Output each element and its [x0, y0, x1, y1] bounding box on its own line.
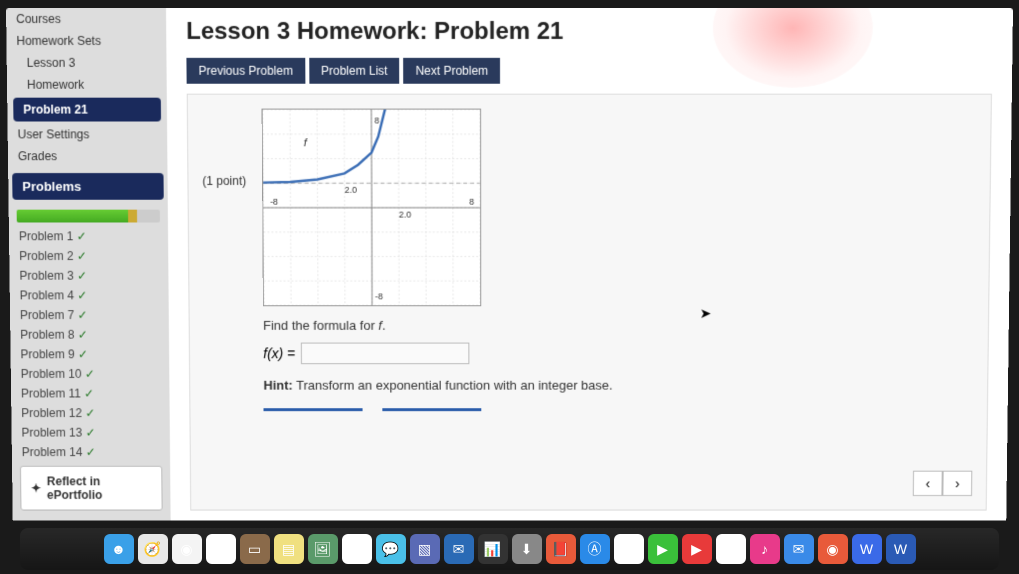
problem-item[interactable]: Problem 12 ✓ — [11, 403, 170, 423]
next-problem-button[interactable]: Next Problem — [404, 58, 501, 84]
problem-item[interactable]: Problem 3 ✓ — [9, 266, 168, 286]
reflect-icon: ✦ — [31, 481, 41, 495]
books-icon[interactable]: 📕 — [546, 534, 576, 564]
problem-list: Problem 1 ✓Problem 2 ✓Problem 3 ✓Problem… — [9, 226, 170, 456]
youtube-icon[interactable]: ▶ — [682, 534, 712, 564]
sidebar-link[interactable]: Homework — [7, 74, 167, 96]
question-text: Find the formula for f. — [263, 318, 974, 333]
video-icon[interactable]: ▶ — [716, 534, 746, 564]
safari-icon[interactable]: 🧭 — [138, 534, 168, 564]
finder-icon[interactable]: ☻ — [104, 534, 134, 564]
problem-item[interactable]: Problem 4 ✓ — [10, 285, 169, 305]
sidebar-link[interactable]: Grades — [8, 145, 168, 167]
function-graph: -8 8 2.0 2.0 -8 8 f — [262, 109, 482, 307]
mouse-cursor: ➤ — [700, 305, 712, 322]
word-icon[interactable]: W — [886, 534, 916, 564]
reflect-label: Reflect in ePortfolio — [47, 475, 152, 502]
photos-icon[interactable]: ✿ — [342, 534, 372, 564]
itunes-icon[interactable]: ♪ — [750, 534, 780, 564]
chrome-icon[interactable]: ◉ — [172, 534, 202, 564]
pager-next[interactable]: › — [942, 471, 972, 496]
problem-nav: Previous Problem Problem List Next Probl… — [186, 58, 992, 84]
outlook-icon[interactable]: ✉ — [444, 534, 474, 564]
svg-text:8: 8 — [469, 197, 474, 207]
teams-icon[interactable]: ▧ — [410, 534, 440, 564]
problem-content: (1 point) -8 8 2.0 2.0 -8 8 f Find the formula… — [187, 94, 992, 511]
svg-text:2.0: 2.0 — [399, 210, 411, 220]
messages-icon[interactable]: 💬 — [376, 534, 406, 564]
prev-problem-button[interactable]: Previous Problem — [186, 58, 305, 84]
answer-underlines — [264, 408, 973, 411]
problem-item[interactable]: Problem 7 ✓ — [10, 305, 169, 325]
problem-item[interactable]: Problem 2 ✓ — [9, 246, 168, 266]
pager-prev[interactable]: ‹ — [913, 471, 943, 496]
problem-list-button[interactable]: Problem List — [309, 58, 400, 84]
problem-item[interactable]: Problem 13 ✓ — [11, 422, 169, 442]
stats-icon[interactable]: 📊 — [478, 534, 508, 564]
svg-text:-8: -8 — [270, 197, 278, 207]
drive-icon[interactable]: G — [614, 534, 644, 564]
sidebar-link[interactable]: Lesson 3 — [7, 52, 167, 74]
svg-text:8: 8 — [374, 116, 379, 126]
problem-item[interactable]: Problem 11 ✓ — [11, 383, 170, 403]
problems-header: Problems — [12, 173, 164, 200]
problem-item[interactable]: Problem 8 ✓ — [10, 325, 169, 345]
contacts-icon[interactable]: ▭ — [240, 534, 270, 564]
problem-item[interactable]: Problem 14 ✓ — [12, 442, 170, 456]
calendar-icon[interactable]: 3 — [206, 534, 236, 564]
points-label: (1 point) — [202, 174, 246, 188]
sidebar-link[interactable]: Homework Sets — [6, 30, 166, 52]
formula-row: f(x) = — [263, 343, 974, 365]
svg-text:f: f — [304, 137, 308, 149]
notes-icon[interactable]: ▤ — [274, 534, 304, 564]
problem-item[interactable]: Problem 9 ✓ — [10, 344, 169, 364]
sidebar-link[interactable]: Courses — [6, 8, 166, 30]
problem-item[interactable]: Problem 1 ✓ — [9, 226, 168, 246]
macos-dock: ☻🧭◉3▭▤🖼✿💬▧✉📊⬇📕ⒶG▶▶▶♪✉◉WW — [20, 528, 999, 570]
sidebar: CoursesHomework SetsLesson 3Homework Pro… — [6, 8, 171, 520]
main-content: Lesson 3 Homework: Problem 21 Previous P… — [166, 8, 1013, 520]
progress-bar — [17, 210, 160, 222]
appstore-icon[interactable]: Ⓐ — [580, 534, 610, 564]
download-icon[interactable]: ⬇ — [512, 534, 542, 564]
page-title: Lesson 3 Homework: Problem 21 — [186, 18, 993, 46]
formula-label: f(x) = — [263, 346, 295, 362]
hint-text: Hint: Transform an exponential function … — [263, 378, 973, 393]
sidebar-active-problem[interactable]: Problem 21 — [13, 98, 161, 122]
svg-text:-8: -8 — [375, 291, 383, 301]
svg-text:2.0: 2.0 — [345, 185, 357, 195]
mail-icon[interactable]: ✉ — [784, 534, 814, 564]
sidebar-link[interactable]: User Settings — [8, 123, 168, 145]
problem-item[interactable]: Problem 10 ✓ — [11, 364, 170, 384]
answer-input[interactable] — [301, 343, 470, 365]
reflect-button[interactable]: ✦ Reflect in ePortfolio — [20, 466, 163, 511]
iqiyi-icon[interactable]: ▶ — [648, 534, 678, 564]
preview-icon[interactable]: 🖼 — [308, 534, 338, 564]
pager: ‹ › — [913, 471, 973, 496]
spiral-icon[interactable]: ◉ — [818, 534, 848, 564]
wps-icon[interactable]: W — [852, 534, 882, 564]
